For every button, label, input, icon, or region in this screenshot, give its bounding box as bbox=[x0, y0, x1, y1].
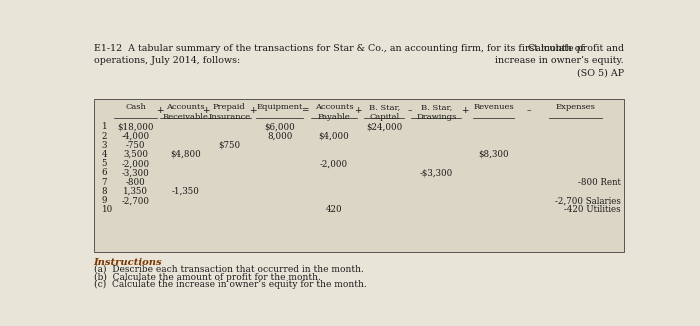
Text: +: + bbox=[354, 106, 362, 115]
Text: 7: 7 bbox=[102, 178, 107, 187]
Text: +: + bbox=[461, 106, 469, 115]
Text: Calculate profit and
increase in owner’s equity.
(SO 5) AP: Calculate profit and increase in owner’s… bbox=[495, 44, 624, 78]
Text: -800 Rent: -800 Rent bbox=[578, 178, 621, 187]
Text: B. Star,
Capital: B. Star, Capital bbox=[369, 103, 400, 121]
Bar bbox=[94, 99, 624, 252]
Text: 4: 4 bbox=[102, 150, 107, 159]
Text: $8,300: $8,300 bbox=[478, 150, 509, 159]
Text: –: – bbox=[407, 106, 412, 115]
Text: 1: 1 bbox=[102, 122, 107, 131]
Text: E1-12  A tabular summary of the transactions for Star & Co., an accounting firm,: E1-12 A tabular summary of the transacti… bbox=[94, 44, 584, 65]
Text: $750: $750 bbox=[218, 141, 240, 150]
Text: Expenses: Expenses bbox=[556, 103, 596, 111]
Text: 1,350: 1,350 bbox=[123, 187, 148, 196]
Text: 420: 420 bbox=[326, 205, 342, 215]
Text: -1,350: -1,350 bbox=[172, 187, 199, 196]
Text: Cash: Cash bbox=[125, 103, 146, 111]
Text: -420 Utilities: -420 Utilities bbox=[564, 205, 621, 215]
Text: 3,500: 3,500 bbox=[123, 150, 148, 159]
Text: Equipment: Equipment bbox=[256, 103, 303, 111]
Text: $6,000: $6,000 bbox=[265, 122, 295, 131]
Text: $18,000: $18,000 bbox=[118, 122, 154, 131]
Text: -4,000: -4,000 bbox=[122, 131, 150, 141]
Text: Instructions: Instructions bbox=[94, 258, 162, 267]
Text: =: = bbox=[301, 106, 308, 115]
Text: 9: 9 bbox=[102, 196, 107, 205]
Text: $4,000: $4,000 bbox=[318, 131, 349, 141]
Text: +: + bbox=[156, 106, 163, 115]
Text: 8,000: 8,000 bbox=[267, 131, 293, 141]
Text: –: – bbox=[527, 106, 531, 115]
Text: -2,700 Salaries: -2,700 Salaries bbox=[555, 196, 621, 205]
Text: -2,000: -2,000 bbox=[320, 159, 348, 168]
Text: +: + bbox=[248, 106, 256, 115]
Text: Accounts
Payable: Accounts Payable bbox=[314, 103, 354, 121]
Text: +: + bbox=[202, 106, 210, 115]
Text: (c)  Calculate the increase in owner’s equity for the month.: (c) Calculate the increase in owner’s eq… bbox=[94, 280, 367, 289]
Text: -750: -750 bbox=[126, 141, 146, 150]
Text: -800: -800 bbox=[126, 178, 146, 187]
Text: $24,000: $24,000 bbox=[366, 122, 402, 131]
Text: 2: 2 bbox=[102, 131, 107, 141]
Text: 10: 10 bbox=[102, 205, 113, 215]
Text: Revenues: Revenues bbox=[473, 103, 514, 111]
Text: 3: 3 bbox=[102, 141, 107, 150]
Text: Accounts
Receivable: Accounts Receivable bbox=[162, 103, 208, 121]
Text: Prepaid
Insurance: Prepaid Insurance bbox=[209, 103, 251, 121]
Text: (a)  Describe each transaction that occurred in the month.: (a) Describe each transaction that occur… bbox=[94, 265, 363, 274]
Text: -2,700: -2,700 bbox=[122, 196, 150, 205]
Text: 8: 8 bbox=[102, 187, 107, 196]
Text: -$3,300: -$3,300 bbox=[419, 169, 453, 177]
Text: B. Star,
Drawings: B. Star, Drawings bbox=[416, 103, 456, 121]
Text: -2,000: -2,000 bbox=[122, 159, 150, 168]
Text: 5: 5 bbox=[102, 159, 107, 168]
Text: 6: 6 bbox=[102, 169, 107, 177]
Text: -3,300: -3,300 bbox=[122, 169, 149, 177]
Text: (b)  Calculate the amount of profit for the month.: (b) Calculate the amount of profit for t… bbox=[94, 273, 321, 282]
Text: $4,800: $4,800 bbox=[170, 150, 200, 159]
